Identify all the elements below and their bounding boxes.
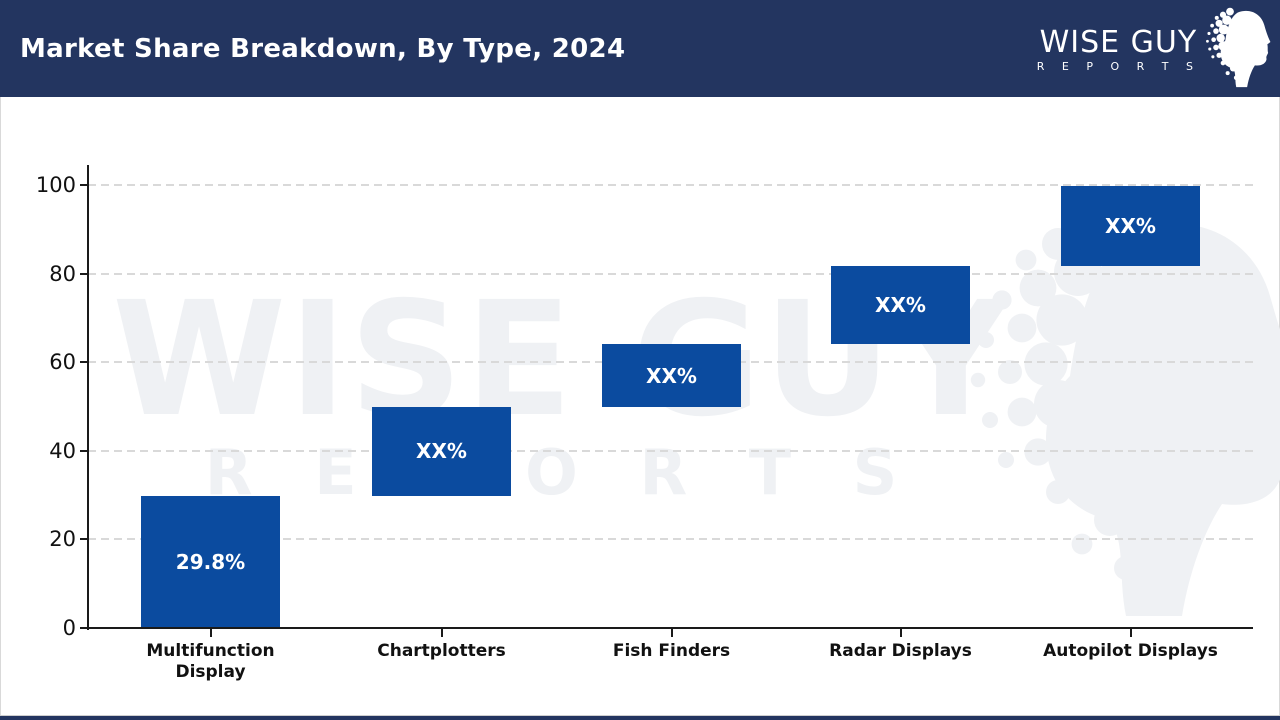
logo-text: WISE GUY R E P O R T S xyxy=(1037,26,1200,73)
bar-value-label: XX% xyxy=(646,363,697,388)
y-axis-tick xyxy=(80,449,88,452)
y-axis-line xyxy=(87,165,89,630)
y-axis-tick-label: 20 xyxy=(49,527,76,551)
chart-title: Market Share Breakdown, By Type, 2024 xyxy=(20,33,626,64)
x-axis-tick xyxy=(899,628,902,637)
x-axis-tick xyxy=(670,628,673,637)
y-axis-tick-label: 0 xyxy=(62,615,76,640)
header-bar: Market Share Breakdown, By Type, 2024 WI… xyxy=(0,0,1280,97)
logo-subtitle: R E P O R T S xyxy=(1036,59,1200,73)
y-axis-tick xyxy=(80,626,88,629)
x-axis-category-label: Fish Finders xyxy=(612,640,731,661)
y-axis-tick-label: 40 xyxy=(49,438,76,463)
x-axis-tick xyxy=(440,628,443,637)
y-axis-tick xyxy=(80,184,88,186)
page-left-border xyxy=(0,97,1,720)
y-axis-tick xyxy=(80,361,88,363)
bar-fish-finders: XX% xyxy=(602,344,741,408)
y-axis-tick-label: 60 xyxy=(49,350,76,374)
x-axis-tick xyxy=(209,628,212,637)
x-axis-category-label: Autopilot Displays xyxy=(1043,640,1218,661)
bar-value-label: XX% xyxy=(416,439,467,464)
bar-value-label: XX% xyxy=(1105,213,1156,238)
x-axis-category-label: Radar Displays xyxy=(829,640,972,661)
bar-autopilot-displays: XX% xyxy=(1061,185,1200,266)
y-axis-tick xyxy=(80,538,88,540)
bar-value-label: XX% xyxy=(875,292,926,317)
bar-chartplotters: XX% xyxy=(372,407,511,496)
x-axis-line xyxy=(87,626,1253,629)
x-axis-category-label: Chartplotters xyxy=(377,640,506,661)
gridline-y80 xyxy=(88,272,1253,275)
y-axis-tick-label: 100 xyxy=(35,173,76,197)
x-axis-tick xyxy=(1129,628,1132,637)
y-axis-tick xyxy=(80,272,88,275)
bar-radar-displays: XX% xyxy=(831,265,970,345)
gridline-y100 xyxy=(88,184,1253,186)
gridline-y20 xyxy=(88,538,1253,540)
x-axis-category-label: Multifunction Display xyxy=(146,640,275,682)
footer-bar xyxy=(0,715,1280,720)
logo-face-icon xyxy=(1206,7,1271,88)
bar-value-label: 29.8% xyxy=(175,549,246,574)
bar-multifunction-display: 29.8% xyxy=(141,495,280,628)
y-axis-tick-label: 80 xyxy=(49,261,76,286)
logo-wordmark: WISE GUY xyxy=(1039,24,1198,60)
wise-guy-reports-logo: WISE GUY R E P O R T S xyxy=(1037,5,1272,93)
gridline-y40 xyxy=(88,449,1253,452)
